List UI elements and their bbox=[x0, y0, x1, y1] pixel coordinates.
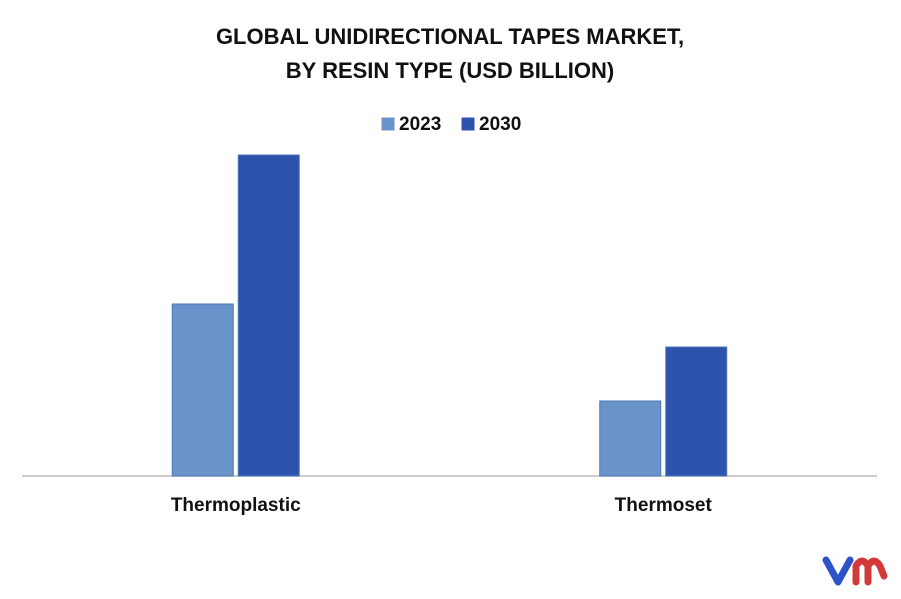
bar bbox=[599, 400, 662, 477]
logo-m bbox=[852, 557, 888, 586]
bar bbox=[237, 154, 300, 477]
bar bbox=[171, 303, 234, 477]
x-tick-label: Thermoset bbox=[615, 495, 713, 516]
x-tick-label: Thermoplastic bbox=[171, 495, 301, 516]
logo bbox=[822, 556, 888, 586]
legend-label: 2030 bbox=[479, 114, 521, 135]
legend-label: 2023 bbox=[399, 114, 441, 135]
legend-swatch bbox=[380, 116, 396, 132]
bar bbox=[665, 346, 728, 477]
legend-swatch bbox=[460, 116, 476, 132]
logo-v bbox=[822, 556, 854, 586]
chart-title: BY RESIN TYPE (USD BILLION) bbox=[286, 58, 614, 83]
chart-title: GLOBAL UNIDIRECTIONAL TAPES MARKET, bbox=[216, 24, 684, 49]
